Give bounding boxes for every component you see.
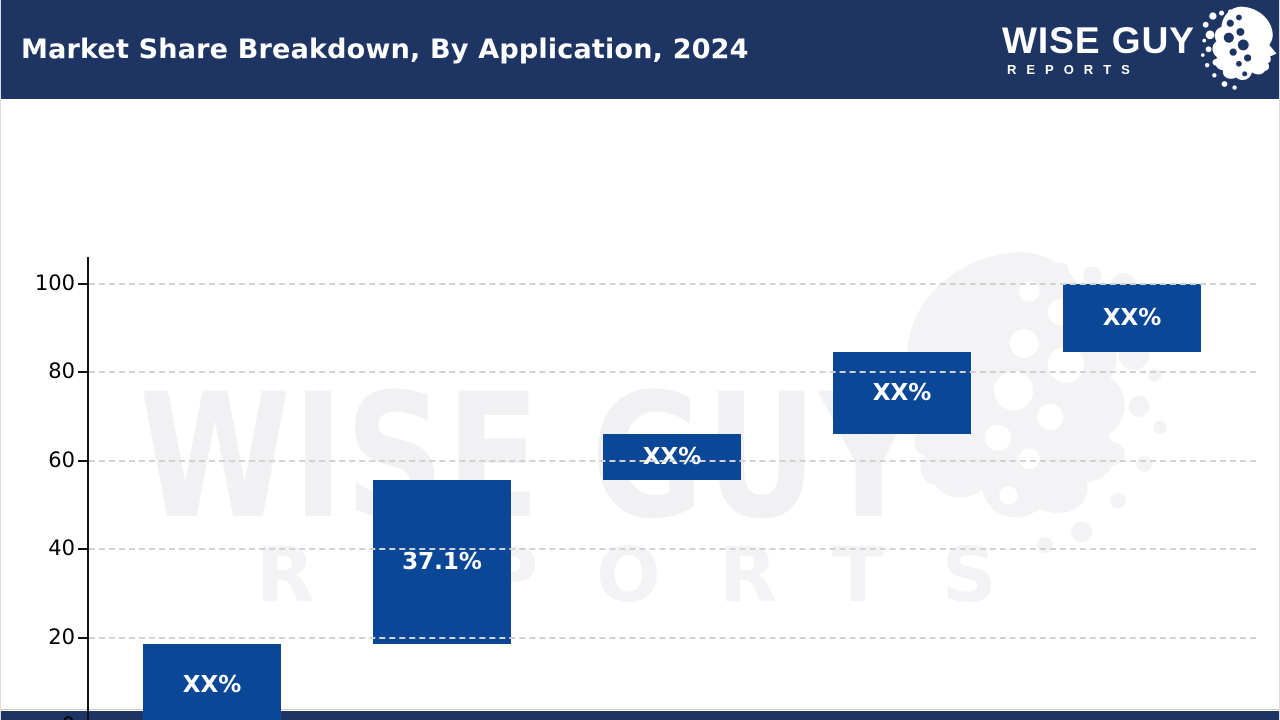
bar-value-label: 37.1% — [402, 549, 482, 576]
plot-area: XX%37.1%XX%XX%XX%020406080100Greenhouses… — [35, 257, 1256, 720]
bar-packaging: XX% — [1063, 284, 1201, 353]
y-tick-label: 40 — [48, 536, 75, 561]
brand-name: WISE GUY — [1001, 20, 1195, 61]
bar-signage: XX% — [603, 433, 741, 481]
gridline-100 — [89, 283, 1256, 285]
bar-lighting: XX% — [833, 352, 971, 434]
brand-logo-text: WISE GUY REPORTS — [1002, 22, 1195, 77]
y-tick — [78, 371, 87, 374]
y-axis-line — [87, 257, 89, 720]
y-tick-label: 80 — [48, 359, 75, 384]
y-tick — [78, 636, 87, 639]
watermark-text: WISE GUY — [139, 356, 921, 557]
dotted-head-icon — [1200, 6, 1277, 90]
bar-greenhouses: XX% — [143, 644, 281, 720]
bar-value-label: XX% — [182, 672, 242, 699]
y-tick — [78, 283, 87, 285]
y-tick-label: 20 — [48, 624, 75, 649]
y-tick-label: 100 — [34, 271, 75, 295]
bar-value-label: XX% — [642, 444, 702, 471]
y-tick-label: 0 — [27, 713, 75, 720]
footer-bar — [1, 711, 1279, 720]
y-tick — [78, 459, 87, 462]
bar-construction: 37.1% — [373, 480, 511, 645]
gridline-40 — [89, 548, 1256, 551]
brand-tagline: REPORTS — [1006, 62, 1140, 77]
gridline-80 — [89, 371, 1256, 374]
gridline-60 — [89, 459, 1256, 462]
brand-logo: WISE GUY REPORTS — [1002, 0, 1279, 99]
y-tick-label: 60 — [48, 447, 75, 472]
bar-value-label: XX% — [872, 379, 932, 406]
bar-value-label: XX% — [1102, 305, 1162, 332]
gridline-20 — [89, 636, 1256, 639]
y-tick — [78, 548, 87, 551]
chart-canvas: WISE GUY REPORTS XX%37.1%XX%XX%XX%020406… — [1, 99, 1279, 720]
page-title: Market Share Breakdown, By Application, … — [21, 34, 749, 65]
header: Market Share Breakdown, By Application, … — [1, 0, 1279, 99]
bottom-rule — [1, 709, 1279, 710]
